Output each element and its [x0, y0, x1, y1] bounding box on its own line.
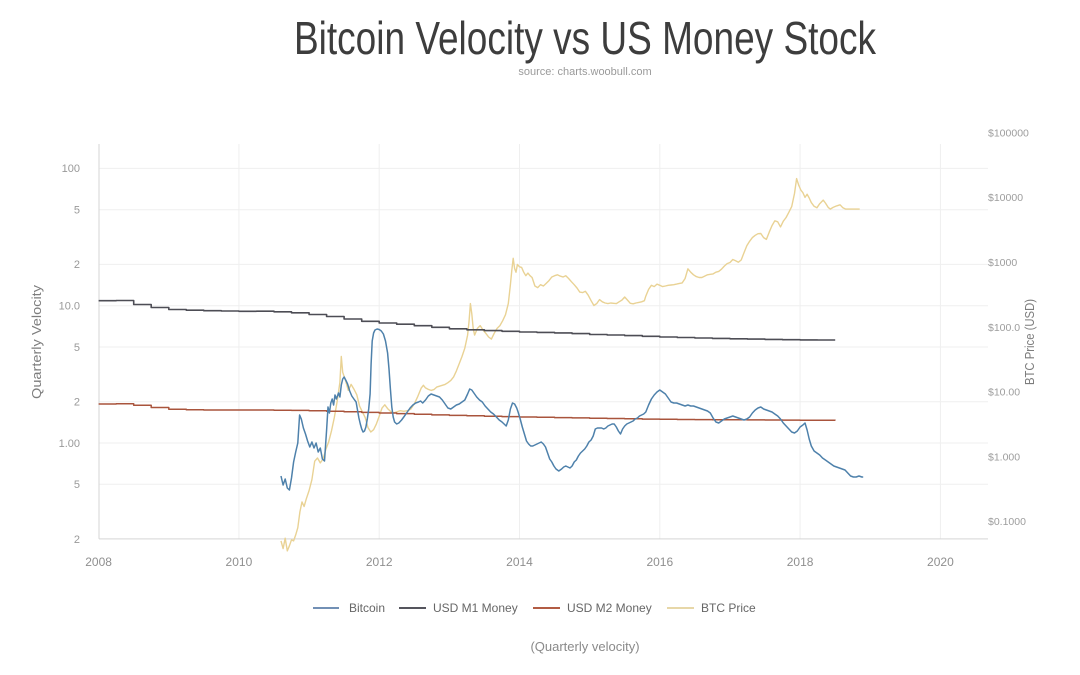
svg-text:$10.00: $10.00: [988, 387, 1020, 399]
svg-text:100: 100: [62, 163, 80, 175]
svg-text:$1.000: $1.000: [988, 451, 1020, 463]
svg-text:Bitcoin: Bitcoin: [349, 601, 385, 615]
svg-text:$100.0: $100.0: [988, 322, 1020, 334]
svg-text:2008: 2008: [85, 555, 112, 569]
svg-text:USD M1 Money: USD M1 Money: [433, 601, 518, 615]
svg-text:$10000: $10000: [988, 192, 1023, 204]
svg-text:Quarterly Velocity: Quarterly Velocity: [30, 284, 44, 399]
svg-text:2: 2: [74, 397, 80, 409]
svg-text:10.0: 10.0: [59, 301, 80, 313]
svg-text:$1000: $1000: [988, 257, 1017, 269]
svg-text:2020: 2020: [927, 555, 954, 569]
svg-text:USD M2 Money: USD M2 Money: [567, 601, 652, 615]
svg-text:5: 5: [74, 205, 80, 217]
svg-text:1.00: 1.00: [59, 438, 80, 450]
svg-text:$100000: $100000: [988, 127, 1029, 139]
svg-text:Bitcoin Velocity vs US Money S: Bitcoin Velocity vs US Money Stock: [294, 12, 877, 64]
svg-text:5: 5: [74, 479, 80, 491]
svg-text:BTC Price: BTC Price: [701, 601, 756, 615]
svg-text:BTC Price (USD): BTC Price (USD): [1023, 299, 1037, 385]
svg-text:$0.1000: $0.1000: [988, 516, 1026, 528]
svg-text:2018: 2018: [787, 555, 814, 569]
svg-text:2014: 2014: [506, 555, 533, 569]
svg-text:2016: 2016: [646, 555, 673, 569]
svg-text:(Quarterly velocity): (Quarterly velocity): [530, 639, 639, 654]
svg-text:source: charts.woobull.com: source: charts.woobull.com: [518, 66, 651, 78]
svg-text:2010: 2010: [226, 555, 253, 569]
svg-text:2: 2: [74, 534, 80, 546]
svg-text:2012: 2012: [366, 555, 393, 569]
svg-text:5: 5: [74, 342, 80, 354]
svg-text:2: 2: [74, 259, 80, 271]
